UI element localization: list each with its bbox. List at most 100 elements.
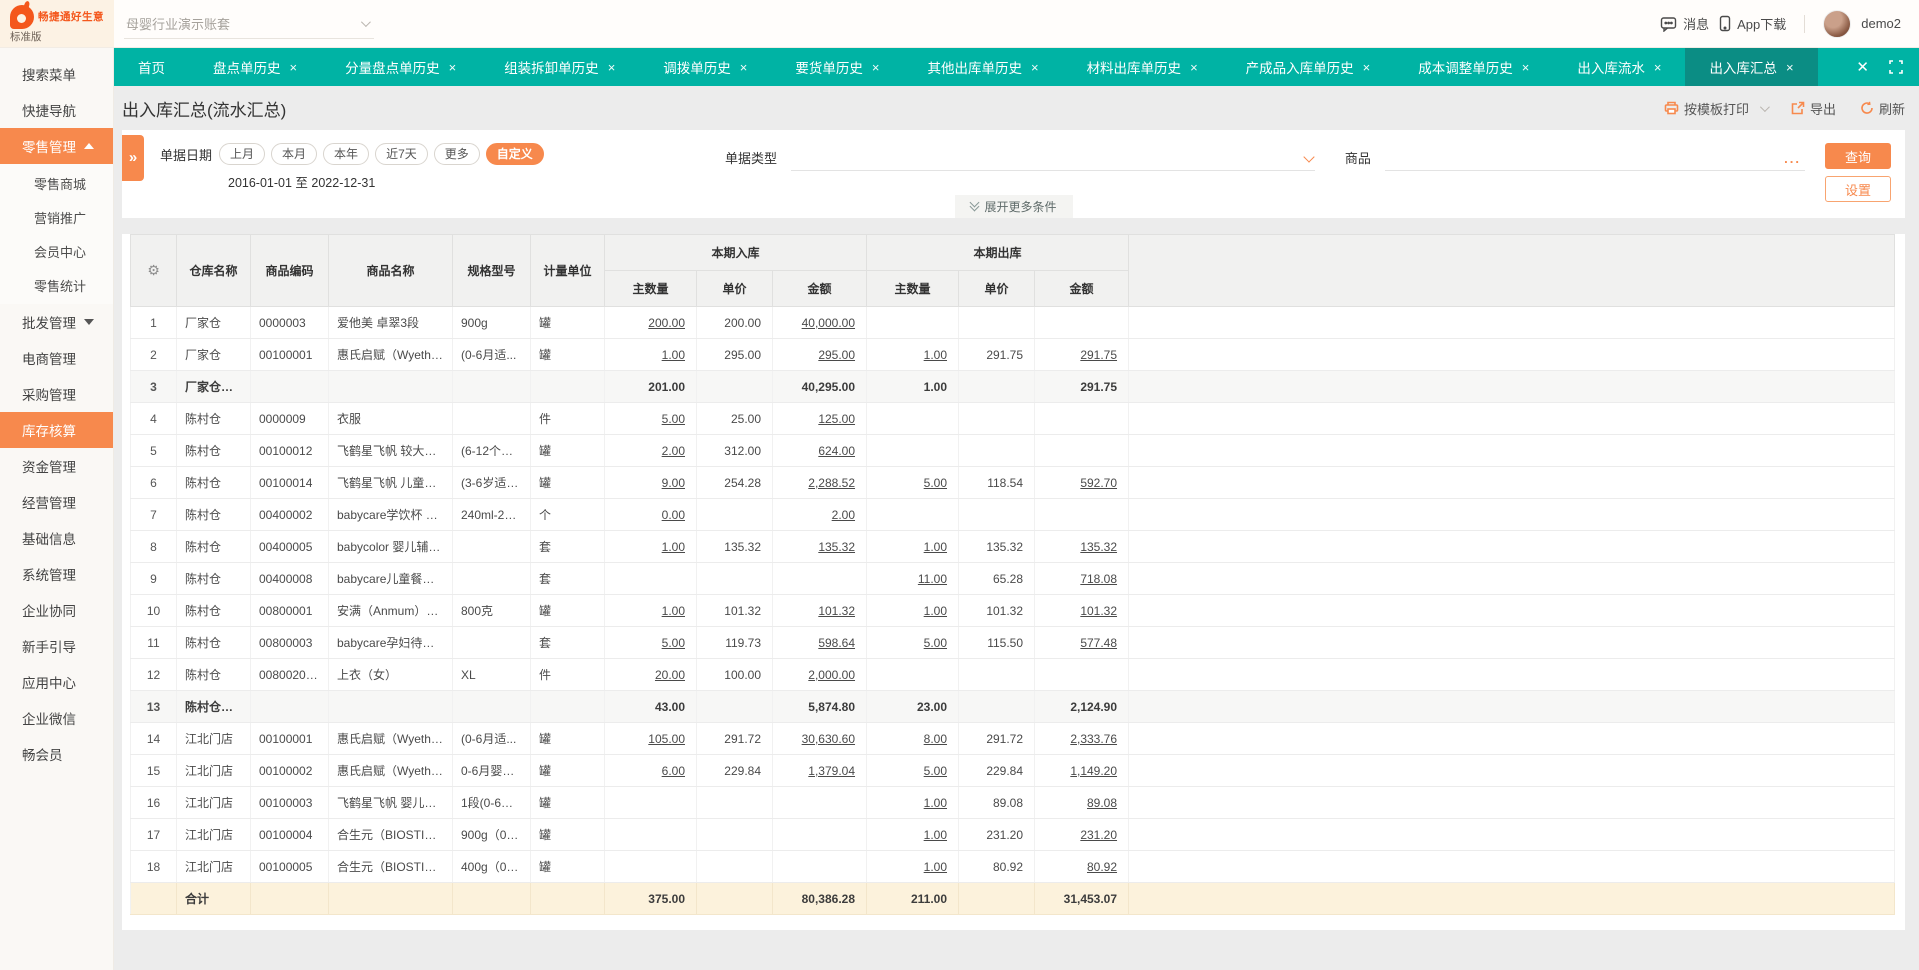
cell-in-amount-link[interactable]: 2,000.00 xyxy=(808,667,856,682)
col-header-unit[interactable]: 计量单位 xyxy=(530,234,605,307)
tab-close-icon[interactable]: × xyxy=(289,59,298,75)
tab-close-icon[interactable]: × xyxy=(448,59,457,75)
cell-out-qty-link[interactable]: 5.00 xyxy=(923,763,948,778)
cell-in-qty-link[interactable]: 2.00 xyxy=(661,443,685,458)
sidebar-item-企业微信[interactable]: 企业微信 xyxy=(0,700,113,736)
cell-out-qty-link[interactable]: 5.00 xyxy=(923,635,948,650)
col-header-warehouse[interactable]: 仓库名称 xyxy=(176,234,251,307)
cell-out-amount-link[interactable]: 89.08 xyxy=(1087,795,1118,810)
sidebar-subitem-零售统计[interactable]: 零售统计 xyxy=(34,278,87,294)
cell-in-amount-link[interactable]: 624.00 xyxy=(818,443,856,458)
cell-in-qty-link[interactable]: 6.00 xyxy=(661,763,685,778)
product-input[interactable]: ... xyxy=(1384,145,1805,171)
tab-首页[interactable]: 首页 xyxy=(114,48,189,86)
tab-盘点单历史[interactable]: 盘点单历史 × xyxy=(189,48,321,86)
tab-出入库流水[interactable]: 出入库流水 × xyxy=(1553,48,1685,86)
cell-in-qty-link[interactable]: 20.00 xyxy=(654,667,685,682)
cell-in-amount-link[interactable]: 2.00 xyxy=(831,507,856,522)
refresh-button[interactable]: 刷新 xyxy=(1860,99,1905,118)
settings-button[interactable]: 设置 xyxy=(1825,176,1891,202)
tab-close-icon[interactable]: × xyxy=(1521,59,1530,75)
tab-其他出库单历史[interactable]: 其他出库单历史 × xyxy=(903,48,1062,86)
cell-in-qty-link[interactable]: 5.00 xyxy=(661,411,685,426)
date-range-value[interactable]: 2016-01-01 至 2022-12-31 xyxy=(228,176,376,190)
search-button[interactable]: 查询 xyxy=(1825,143,1891,169)
cell-in-amount-link[interactable]: 1,379.04 xyxy=(808,763,856,778)
cell-out-qty-link[interactable]: 1.00 xyxy=(923,859,948,874)
cell-out-qty-link[interactable]: 8.00 xyxy=(923,731,948,746)
tab-close-icon[interactable]: × xyxy=(1030,59,1039,75)
cell-in-qty-link[interactable]: 5.00 xyxy=(661,635,685,650)
tab-成本调整单历史[interactable]: 成本调整单历史 × xyxy=(1394,48,1553,86)
date-pill-本年[interactable]: 本年 xyxy=(323,143,370,165)
date-pill-近7天[interactable]: 近7天 xyxy=(375,143,428,165)
cell-out-amount-link[interactable]: 135.32 xyxy=(1080,539,1118,554)
cell-out-qty-link[interactable]: 1.00 xyxy=(923,539,948,554)
sidebar-item-系统管理[interactable]: 系统管理 xyxy=(0,556,113,592)
sidebar-item-畅会员[interactable]: 畅会员 xyxy=(0,736,113,772)
date-pill-自定义[interactable]: 自定义 xyxy=(485,143,544,165)
cell-in-qty-link[interactable]: 1.00 xyxy=(661,539,685,554)
sidebar-subitem-零售商城[interactable]: 零售商城 xyxy=(34,176,87,192)
cell-out-qty-link[interactable]: 5.00 xyxy=(923,475,948,490)
cell-out-qty-link[interactable]: 1.00 xyxy=(923,827,948,842)
date-pill-更多[interactable]: 更多 xyxy=(433,143,480,165)
cell-in-amount-link[interactable]: 295.00 xyxy=(818,347,856,362)
column-settings-gear-icon[interactable]: ⚙ xyxy=(130,234,177,307)
tab-close-icon[interactable]: × xyxy=(739,59,748,75)
logo-block[interactable]: 畅捷通好生意 标准版 xyxy=(0,0,114,47)
sidebar-item-搜索菜单[interactable]: 搜索菜单 xyxy=(0,56,113,92)
sidebar-item-企业协同[interactable]: 企业协同 xyxy=(0,592,113,628)
cell-out-amount-link[interactable]: 577.48 xyxy=(1080,635,1118,650)
expand-more-conditions-button[interactable]: 展开更多条件 xyxy=(954,195,1073,218)
col-header-out-price[interactable]: 单价 xyxy=(958,270,1036,307)
cell-out-qty-link[interactable]: 1.00 xyxy=(923,603,948,618)
sidebar-item-采购管理[interactable]: 采购管理 xyxy=(0,376,113,412)
cell-out-amount-link[interactable]: 231.20 xyxy=(1080,827,1118,842)
cell-in-amount-link[interactable]: 30,630.60 xyxy=(801,731,856,746)
account-set-select[interactable]: 母婴行业演示账套 xyxy=(124,9,374,39)
date-pill-本月[interactable]: 本月 xyxy=(271,143,318,165)
collapse-filter-button[interactable]: » xyxy=(122,135,144,181)
tab-close-icon[interactable]: × xyxy=(1785,59,1794,75)
sidebar-item-资金管理[interactable]: 资金管理 xyxy=(0,448,113,484)
tab-分量盘点单历史[interactable]: 分量盘点单历史 × xyxy=(321,48,480,86)
print-by-template-button[interactable]: 按模板打印 xyxy=(1664,99,1770,118)
sidebar-item-经营管理[interactable]: 经营管理 xyxy=(0,484,113,520)
tab-材料出库单历史[interactable]: 材料出库单历史 × xyxy=(1063,48,1222,86)
cell-in-qty-link[interactable]: 9.00 xyxy=(661,475,685,490)
cell-in-amount-link[interactable]: 125.00 xyxy=(818,411,856,426)
col-header-in-price[interactable]: 单价 xyxy=(696,270,773,307)
col-header-spec[interactable]: 规格型号 xyxy=(452,234,531,307)
tab-要货单历史[interactable]: 要货单历史 × xyxy=(771,48,903,86)
close-all-tabs-icon[interactable]: ✕ xyxy=(1856,59,1869,76)
cell-in-qty-link[interactable]: 1.00 xyxy=(661,603,685,618)
cell-out-amount-link[interactable]: 101.32 xyxy=(1080,603,1118,618)
cell-in-amount-link[interactable]: 101.32 xyxy=(818,603,856,618)
doc-type-input[interactable] xyxy=(791,145,1315,171)
tab-出入库汇总[interactable]: 出入库汇总 × xyxy=(1685,48,1818,86)
cell-in-qty-link[interactable]: 0.00 xyxy=(661,507,685,522)
cell-in-qty-link[interactable]: 105.00 xyxy=(648,731,685,746)
cell-out-amount-link[interactable]: 718.08 xyxy=(1080,571,1118,586)
app-download-button[interactable]: App下载 xyxy=(1719,14,1786,33)
cell-in-qty-link[interactable]: 200.00 xyxy=(648,315,685,330)
ellipsis-picker-icon[interactable]: ... xyxy=(1784,151,1801,166)
tab-调拨单历史[interactable]: 调拨单历史 × xyxy=(639,48,771,86)
col-header-out-amount[interactable]: 金额 xyxy=(1034,270,1130,307)
sidebar-item-新手引导[interactable]: 新手引导 xyxy=(0,628,113,664)
sidebar-item-应用中心[interactable]: 应用中心 xyxy=(0,664,113,700)
cell-out-qty-link[interactable]: 11.00 xyxy=(917,571,948,586)
tab-close-icon[interactable]: × xyxy=(871,59,880,75)
date-pill-上月[interactable]: 上月 xyxy=(219,143,266,165)
messages-button[interactable]: 消息 xyxy=(1660,14,1709,33)
tab-产成品入库单历史[interactable]: 产成品入库单历史 × xyxy=(1222,48,1395,86)
cell-in-amount-link[interactable]: 598.64 xyxy=(818,635,856,650)
sidebar-item-电商管理[interactable]: 电商管理 xyxy=(0,340,113,376)
sidebar-item-零售管理[interactable]: 零售管理 xyxy=(0,128,113,164)
col-header-code[interactable]: 商品编码 xyxy=(250,234,329,307)
sidebar-subitem-营销推广[interactable]: 营销推广 xyxy=(34,210,87,226)
sidebar-subitem-会员中心[interactable]: 会员中心 xyxy=(34,244,87,260)
tab-close-icon[interactable]: × xyxy=(607,59,616,75)
col-header-name[interactable]: 商品名称 xyxy=(328,234,453,307)
